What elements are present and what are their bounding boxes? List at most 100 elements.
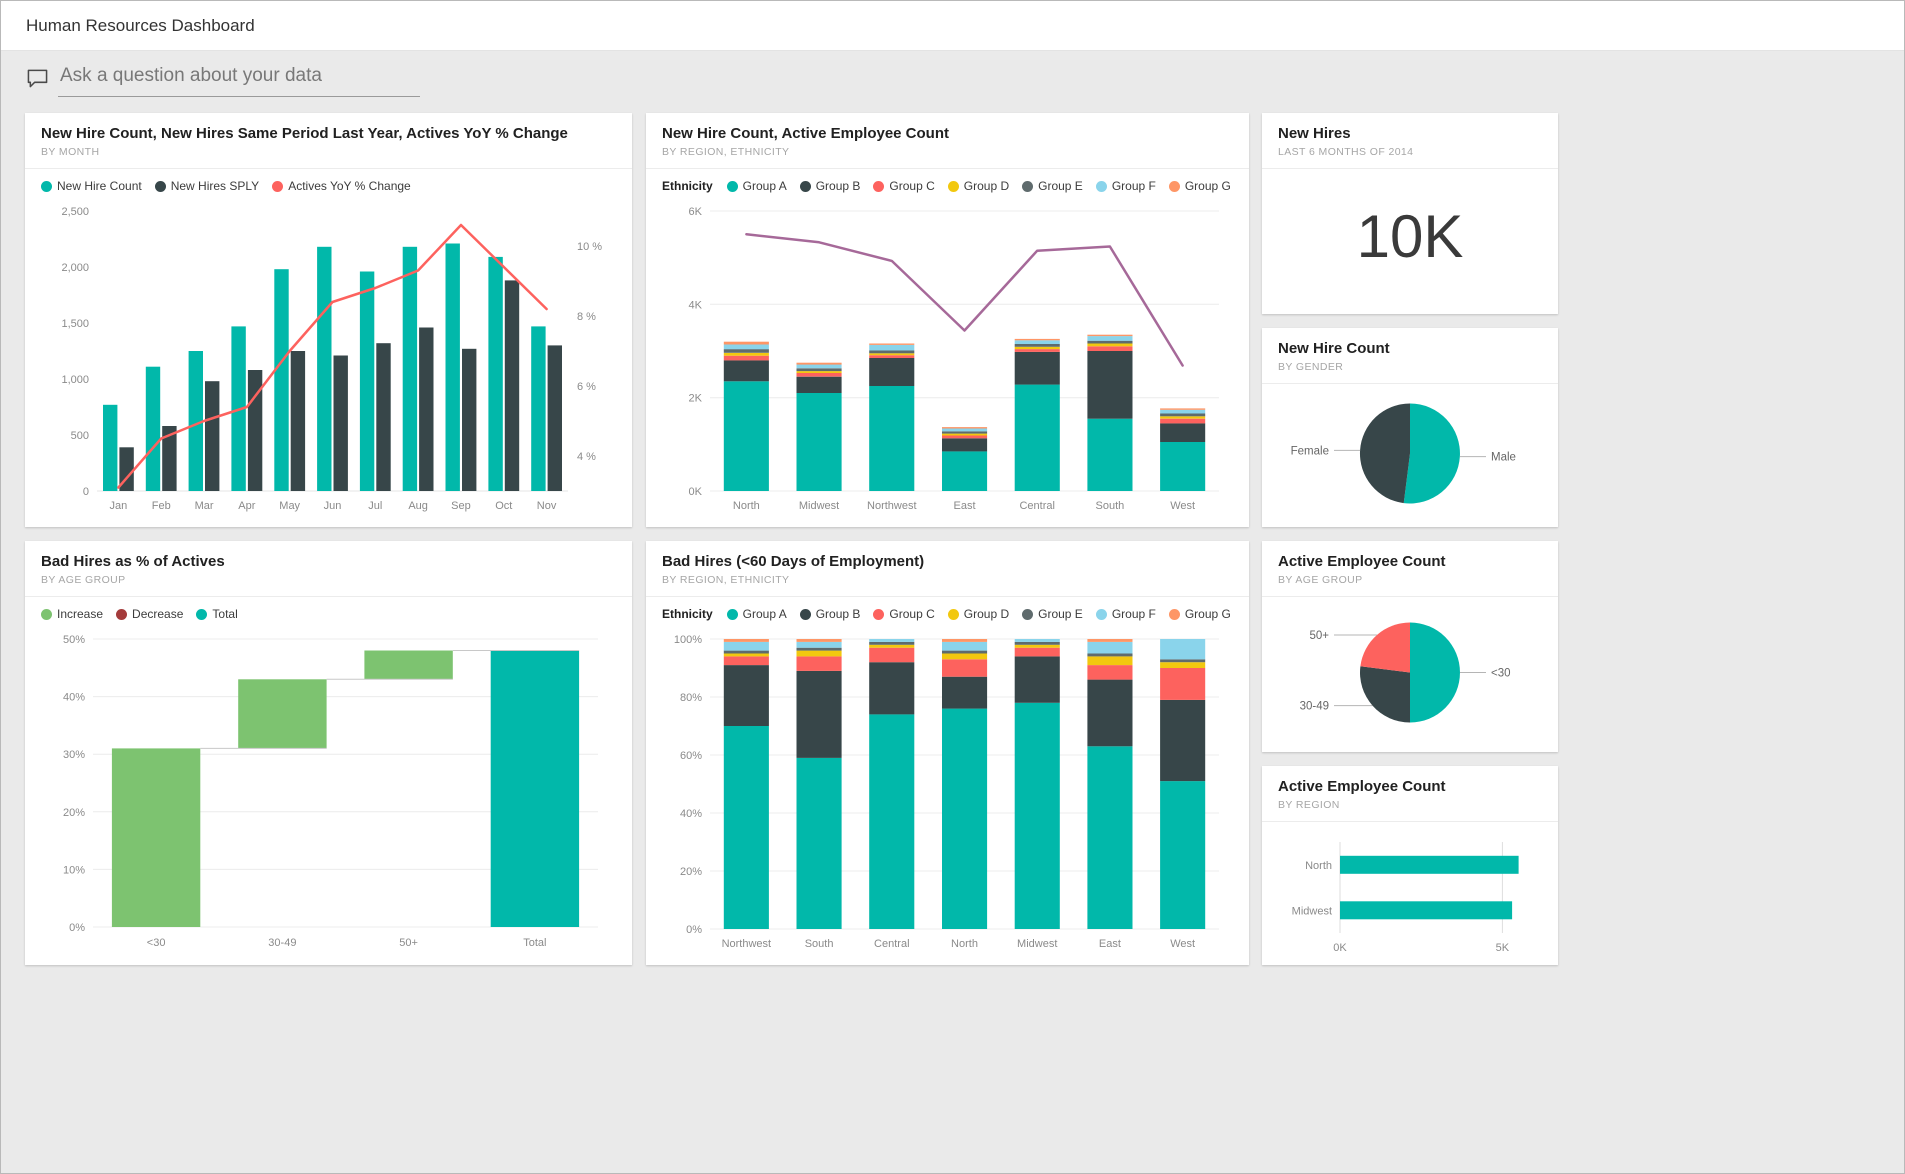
- tile-subtitle: BY AGE GROUP: [41, 574, 126, 586]
- svg-text:50%: 50%: [63, 634, 85, 646]
- legend-swatch: [799, 608, 811, 620]
- legend-title: Ethnicity: [662, 179, 713, 193]
- svg-text:South: South: [1096, 500, 1125, 512]
- tile-title: New Hires: [1278, 125, 1351, 142]
- legend-item-new-hire-count[interactable]: New Hire Count: [41, 179, 142, 193]
- svg-text:Jun: Jun: [324, 500, 342, 512]
- region-bar-chart: 0K 5K North Midwest: [1278, 828, 1542, 955]
- svg-text:Aug: Aug: [408, 500, 428, 512]
- legend-swatch: [154, 180, 166, 192]
- svg-text:Midwest: Midwest: [1017, 938, 1057, 950]
- svg-text:Central: Central: [1019, 500, 1054, 512]
- tile-new-hire-by-region[interactable]: New Hire Count, Active Employee Count BY…: [646, 113, 1249, 527]
- legend-item-group-e[interactable]: Group E: [1022, 179, 1083, 193]
- legend-title: Ethnicity: [662, 607, 713, 621]
- tile-header: New Hire Count, Active Employee Count BY…: [646, 125, 1249, 169]
- legend-swatch: [947, 180, 959, 192]
- legend-item-total[interactable]: Total: [196, 607, 238, 621]
- svg-text:6K: 6K: [689, 206, 703, 218]
- legend-swatch: [873, 608, 885, 620]
- legend-item-group-a[interactable]: Group A: [726, 179, 787, 193]
- svg-text:20%: 20%: [680, 866, 702, 878]
- svg-text:2,500: 2,500: [61, 206, 89, 218]
- legend-swatch: [1022, 180, 1034, 192]
- legend-item-new-hires-sply[interactable]: New Hires SPLY: [154, 179, 259, 193]
- legend-item-group-d[interactable]: Group D: [947, 179, 1009, 193]
- svg-text:2,000: 2,000: [61, 262, 89, 274]
- svg-text:5K: 5K: [1496, 942, 1510, 954]
- svg-text:30-49: 30-49: [1300, 701, 1329, 713]
- tile-header: New Hires LAST 6 MONTHS OF 2014: [1262, 125, 1558, 169]
- svg-text:8 %: 8 %: [577, 311, 596, 323]
- legend-item-group-e[interactable]: Group E: [1022, 607, 1083, 621]
- svg-text:West: West: [1170, 938, 1195, 950]
- svg-text:Jul: Jul: [368, 500, 382, 512]
- percent-stacked-column-chart: 0% 20% 40% 60% 80% 100% Northwest South Central N…: [662, 627, 1233, 955]
- svg-text:Oct: Oct: [495, 500, 512, 512]
- svg-text:Northwest: Northwest: [867, 500, 917, 512]
- legend-item-group-c[interactable]: Group C: [873, 607, 935, 621]
- svg-text:Mar: Mar: [195, 500, 214, 512]
- svg-text:10 %: 10 %: [577, 241, 602, 253]
- legend-swatch: [272, 180, 284, 192]
- legend: Increase Decrease Total: [41, 607, 616, 621]
- legend-item-group-g[interactable]: Group G: [1168, 607, 1231, 621]
- legend-item-group-d[interactable]: Group D: [947, 607, 1009, 621]
- legend-swatch: [1168, 180, 1180, 192]
- legend-item-group-b[interactable]: Group B: [799, 607, 860, 621]
- svg-text:0%: 0%: [69, 922, 85, 934]
- legend-swatch: [1168, 608, 1180, 620]
- svg-text:0K: 0K: [1333, 942, 1347, 954]
- svg-text:30%: 30%: [63, 749, 85, 761]
- legend-item-group-a[interactable]: Group A: [726, 607, 787, 621]
- legend-item-group-f[interactable]: Group F: [1095, 607, 1156, 621]
- legend-item-group-c[interactable]: Group C: [873, 179, 935, 193]
- legend-swatch: [41, 180, 52, 192]
- qna-input[interactable]: Ask a question about your data: [58, 65, 420, 97]
- svg-text:East: East: [953, 500, 975, 512]
- legend-swatch: [41, 608, 52, 620]
- legend-item-increase[interactable]: Increase: [41, 607, 103, 621]
- svg-text:Nov: Nov: [537, 500, 557, 512]
- svg-text:<30: <30: [1491, 668, 1511, 680]
- age-pie-chart: <30 30-49 50+: [1278, 603, 1542, 742]
- legend-item-group-f[interactable]: Group F: [1095, 179, 1156, 193]
- svg-text:4 %: 4 %: [577, 451, 596, 463]
- kpi-value: 10K: [1356, 203, 1464, 270]
- legend-item-group-b[interactable]: Group B: [799, 179, 860, 193]
- legend-swatch: [1022, 608, 1034, 620]
- tile-subtitle: BY AGE GROUP: [1278, 574, 1363, 586]
- svg-text:Central: Central: [874, 938, 909, 950]
- speech-bubble-icon: [26, 68, 49, 94]
- svg-text:Apr: Apr: [238, 500, 255, 512]
- tile-title: Active Employee Count: [1278, 553, 1446, 570]
- tile-new-hires-kpi[interactable]: New Hires LAST 6 MONTHS OF 2014 10K: [1262, 113, 1558, 314]
- tile-bad-hires-by-region[interactable]: Bad Hires (<60 Days of Employment) BY RE…: [646, 541, 1249, 965]
- legend-item-actives-yoy-change[interactable]: Actives YoY % Change: [272, 179, 411, 193]
- waterfall-chart: 0% 10% 20% 30% 40% 50% <30 30-49 50+ Total: [41, 627, 616, 955]
- tile-title: New Hire Count, New Hires Same Period La…: [41, 125, 568, 142]
- legend-swatch: [726, 608, 738, 620]
- tile-actives-by-region[interactable]: Active Employee Count BY REGION 0K 5K Nort…: [1262, 766, 1558, 965]
- legend-item-decrease[interactable]: Decrease: [116, 607, 183, 621]
- svg-text:West: West: [1170, 500, 1195, 512]
- app-header: Human Resources Dashboard: [1, 1, 1904, 51]
- page-title: Human Resources Dashboard: [26, 15, 255, 35]
- tile-new-hire-trend[interactable]: New Hire Count, New Hires Same Period La…: [25, 113, 632, 527]
- qna-bar: Ask a question about your data: [26, 65, 420, 97]
- svg-text:0: 0: [83, 486, 89, 498]
- legend-item-group-g[interactable]: Group G: [1168, 179, 1231, 193]
- tile-bad-hires-percent[interactable]: Bad Hires as % of Actives BY AGE GROUP I…: [25, 541, 632, 965]
- svg-text:40%: 40%: [680, 808, 702, 820]
- svg-text:<30: <30: [147, 937, 166, 949]
- tile-actives-by-age[interactable]: Active Employee Count BY AGE GROUP <30 30…: [1262, 541, 1558, 752]
- gender-pie-chart: Male Female: [1278, 390, 1542, 517]
- svg-text:East: East: [1099, 938, 1121, 950]
- svg-text:1,500: 1,500: [61, 318, 89, 330]
- legend: Ethnicity Group A Group B Group C Group D Gro…: [662, 179, 1233, 193]
- tile-subtitle: BY REGION, ETHNICITY: [662, 574, 790, 586]
- svg-text:20%: 20%: [63, 807, 85, 819]
- svg-text:North: North: [951, 938, 978, 950]
- tile-header: Active Employee Count BY AGE GROUP: [1262, 553, 1558, 597]
- tile-new-hire-by-gender[interactable]: New Hire Count BY GENDER Male Female: [1262, 328, 1558, 527]
